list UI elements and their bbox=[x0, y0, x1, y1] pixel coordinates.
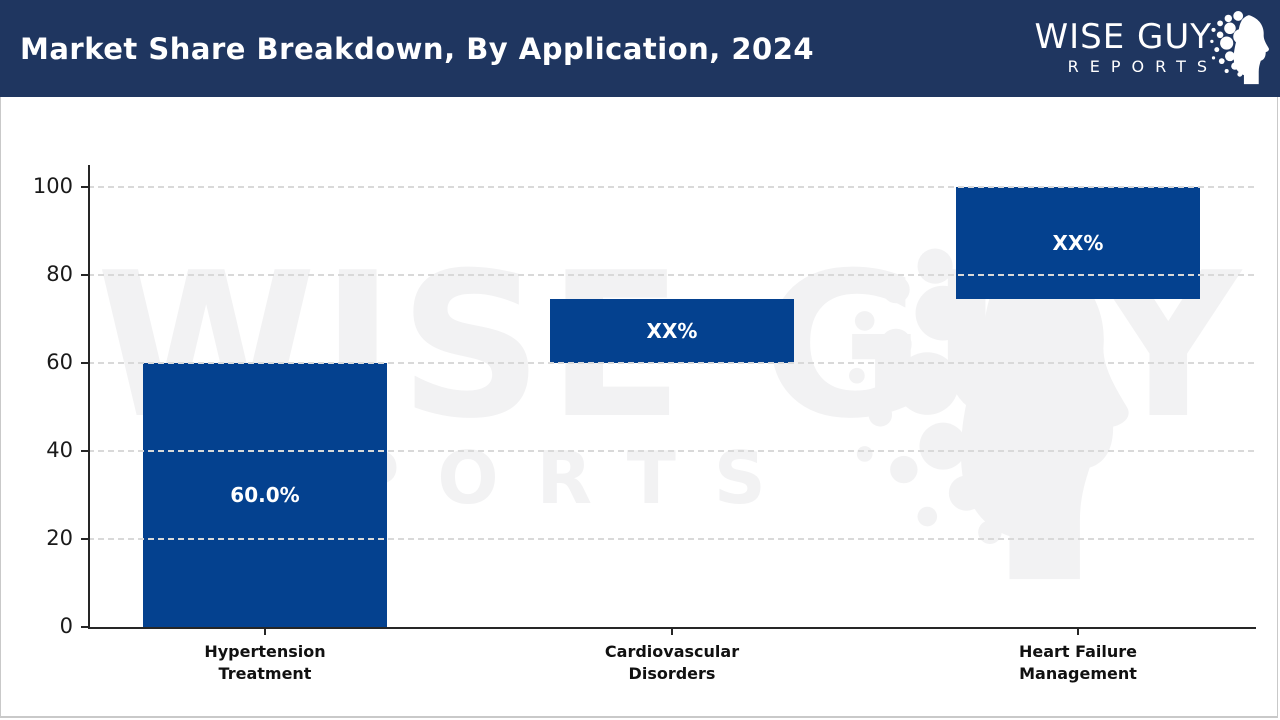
x-tick-mark-2 bbox=[1077, 629, 1079, 635]
y-tick-mark-100 bbox=[81, 186, 89, 188]
gridline-40 bbox=[88, 450, 1254, 452]
x-tick-mark-0 bbox=[264, 629, 266, 635]
y-tick-label-100: 100 bbox=[32, 174, 73, 198]
x-category-label-line: Disorders bbox=[628, 663, 716, 683]
logo-wordmark: WISE GUY REPORTS bbox=[1034, 17, 1212, 75]
x-category-label-line: Heart Failure bbox=[1018, 642, 1138, 661]
bar-value-label-0: 60.0% bbox=[230, 483, 300, 507]
y-tick-label-40: 40 bbox=[46, 438, 73, 462]
logo-wordmark-line2: REPORTS bbox=[1067, 56, 1218, 76]
x-tick-mark-1 bbox=[671, 629, 673, 635]
x-category-label-line: Management bbox=[1019, 663, 1137, 683]
x-axis-line bbox=[88, 627, 1256, 629]
y-tick-mark-60 bbox=[81, 362, 89, 364]
x-category-label-1: Cardiovascular Disorders bbox=[512, 641, 832, 684]
y-tick-label-0: 0 bbox=[59, 614, 73, 638]
chart-region: WISE GUY REPORTS 60.0% XX% XX% 0 20 40 60 80 100… bbox=[0, 97, 1278, 718]
page-title: Market Share Breakdown, By Application, … bbox=[20, 31, 815, 66]
bar-value-label-2: XX% bbox=[1052, 231, 1104, 256]
y-tick-mark-20 bbox=[81, 538, 89, 540]
x-category-label-line: Cardiovascular bbox=[604, 642, 740, 661]
x-category-label-2: Heart Failure Management bbox=[918, 641, 1238, 684]
bar-2: XX% bbox=[956, 187, 1200, 300]
y-tick-mark-40 bbox=[81, 450, 89, 452]
bar-value-label-1: XX% bbox=[646, 319, 698, 344]
header: Market Share Breakdown, By Application, … bbox=[0, 0, 1280, 97]
y-tick-label-20: 20 bbox=[46, 526, 73, 550]
plot-area: 60.0% XX% XX% 0 20 40 60 80 100 Hypertension Treat… bbox=[1, 97, 1277, 716]
logo-head-icon bbox=[1210, 11, 1269, 85]
gridline-20 bbox=[88, 538, 1254, 540]
gridline-80 bbox=[88, 274, 1254, 276]
y-tick-label-80: 80 bbox=[46, 262, 73, 286]
bar-0: 60.0% bbox=[143, 363, 387, 627]
y-tick-label-60: 60 bbox=[46, 350, 73, 374]
x-category-label-0: Hypertension Treatment bbox=[105, 641, 425, 684]
x-category-label-line: Hypertension bbox=[204, 642, 326, 661]
y-tick-mark-80 bbox=[81, 274, 89, 276]
logo-wordmark-line1: WISE GUY bbox=[1034, 17, 1212, 58]
bar-1: XX% bbox=[550, 299, 794, 363]
gridline-100 bbox=[88, 186, 1254, 188]
gridline-60 bbox=[88, 362, 1254, 364]
y-axis-line bbox=[88, 165, 90, 629]
y-tick-mark-0 bbox=[81, 626, 89, 628]
wise-guy-logo: WISE GUY REPORTS bbox=[1034, 5, 1276, 91]
x-category-label-line: Treatment bbox=[218, 663, 312, 683]
